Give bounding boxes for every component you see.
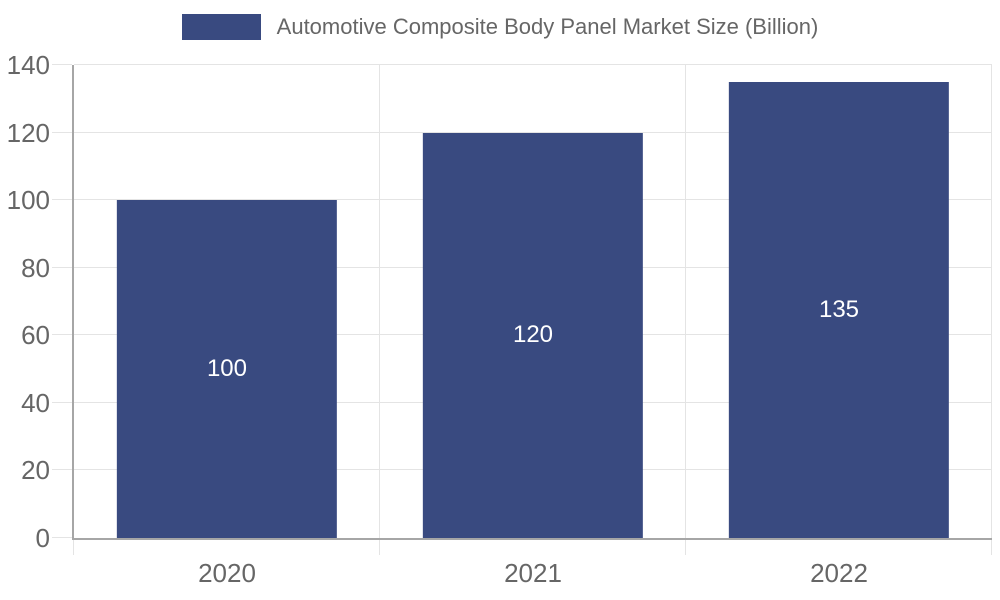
y-tick-mark — [52, 469, 72, 471]
x-axis-tick-label: 2021 — [504, 558, 562, 588]
legend-swatch — [181, 14, 261, 40]
x-tick-mark — [684, 540, 686, 555]
bar-2022: 135 — [728, 81, 950, 538]
y-axis-tick-label: 120 — [6, 117, 50, 148]
x-tick-mark — [378, 540, 380, 555]
x-gridline — [684, 65, 686, 538]
y-tick-mark — [52, 199, 72, 201]
legend-label: Automotive Composite Body Panel Market S… — [276, 14, 819, 39]
bar-2020: 100 — [116, 200, 338, 538]
x-tick-mark — [991, 540, 992, 555]
y-gridline — [74, 131, 992, 133]
y-tick-mark — [52, 64, 72, 65]
x-tick-mark — [73, 540, 74, 555]
legend: Automotive Composite Body Panel Market S… — [0, 14, 1000, 40]
y-axis-tick-label: 20 — [21, 455, 50, 486]
y-tick-mark — [52, 537, 72, 538]
plot-area: 0 20 40 60 80 100 120 140 100 2020 120 2021 135 2022 — [7, 52, 992, 586]
y-axis-tick-label: 100 — [6, 185, 50, 216]
y-axis-tick-label: 60 — [21, 320, 50, 351]
bar-value-label: 135 — [818, 295, 860, 323]
y-axis-tick-label: 140 — [6, 50, 50, 80]
x-gridline — [991, 65, 992, 538]
x-gridline — [378, 65, 380, 538]
bar-2021: 120 — [422, 132, 644, 538]
bar-value-label: 120 — [512, 321, 554, 349]
y-gridline — [74, 64, 992, 65]
x-axis-tick-label: 2020 — [198, 558, 256, 588]
y-tick-mark — [52, 334, 72, 336]
y-axis-tick-label: 0 — [35, 523, 50, 553]
y-tick-mark — [52, 401, 72, 403]
bar-value-label: 100 — [206, 355, 248, 383]
y-axis-tick-label: 80 — [21, 252, 50, 283]
y-tick-mark — [52, 266, 72, 268]
y-axis-tick-label: 40 — [21, 387, 50, 418]
x-axis-tick-label: 2022 — [810, 558, 868, 588]
y-tick-mark — [52, 131, 72, 133]
